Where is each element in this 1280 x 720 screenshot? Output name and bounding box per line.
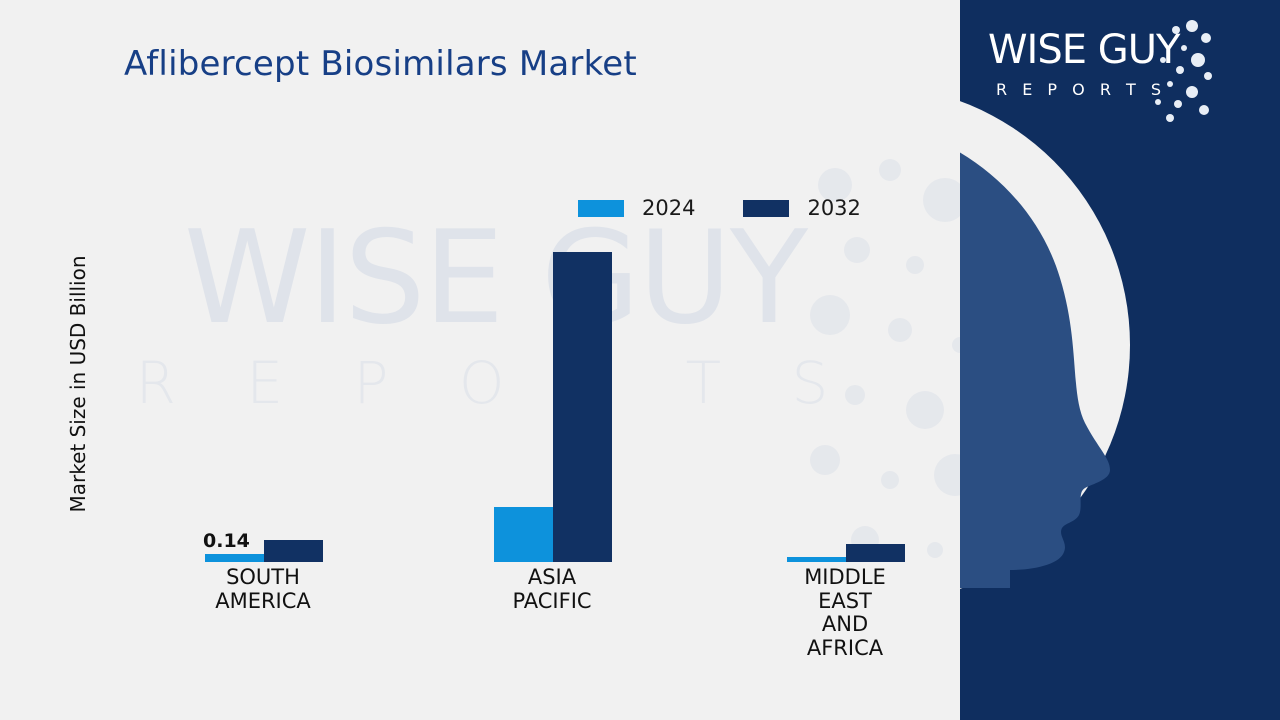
bar-group [205, 540, 323, 562]
legend-label-2024: 2024 [642, 196, 696, 220]
head-silhouette-icon [960, 152, 1110, 588]
x-axis-category-label: ASIA PACIFIC [512, 565, 592, 613]
brand-logo: WISE GUY R E P O R T S [988, 30, 1188, 99]
bar-2032[interactable] [846, 544, 905, 562]
bar-2032[interactable] [264, 540, 323, 562]
bar-2032[interactable] [553, 252, 612, 562]
logo-dots-icon [1155, 20, 1212, 122]
legend-item-2032[interactable]: 2032 [743, 196, 861, 220]
brand-logo-line2: R E P O R T S [996, 80, 1167, 99]
chart-title: Aflibercept Biosimilars Market [124, 44, 637, 84]
brand-logo-line1: WISE GUY [988, 27, 1180, 73]
legend-swatch-2032 [743, 199, 790, 217]
plot-area: 0.14 SOUTH AMERICA ASIA PACIFIC MIDDLE EAST AND… [203, 252, 905, 660]
bar-group [787, 544, 905, 562]
bar-2024[interactable] [205, 554, 264, 562]
x-axis-category-label: SOUTH AMERICA [215, 565, 311, 613]
bar-2024[interactable] [494, 507, 553, 562]
brand-panel: WISE GUY R E P O R T S [960, 0, 1280, 720]
legend-swatch-2024 [578, 199, 624, 217]
legend-item-2024[interactable]: 2024 [578, 196, 695, 220]
bar-value-label: 0.14 [203, 530, 250, 552]
x-axis-category-label: MIDDLE EAST AND AFRICA [804, 565, 886, 660]
legend-label-2032: 2032 [807, 196, 861, 220]
bar-2024[interactable] [787, 557, 846, 562]
chart-legend: 2024 2032 [578, 196, 861, 220]
bar-group [494, 252, 612, 562]
